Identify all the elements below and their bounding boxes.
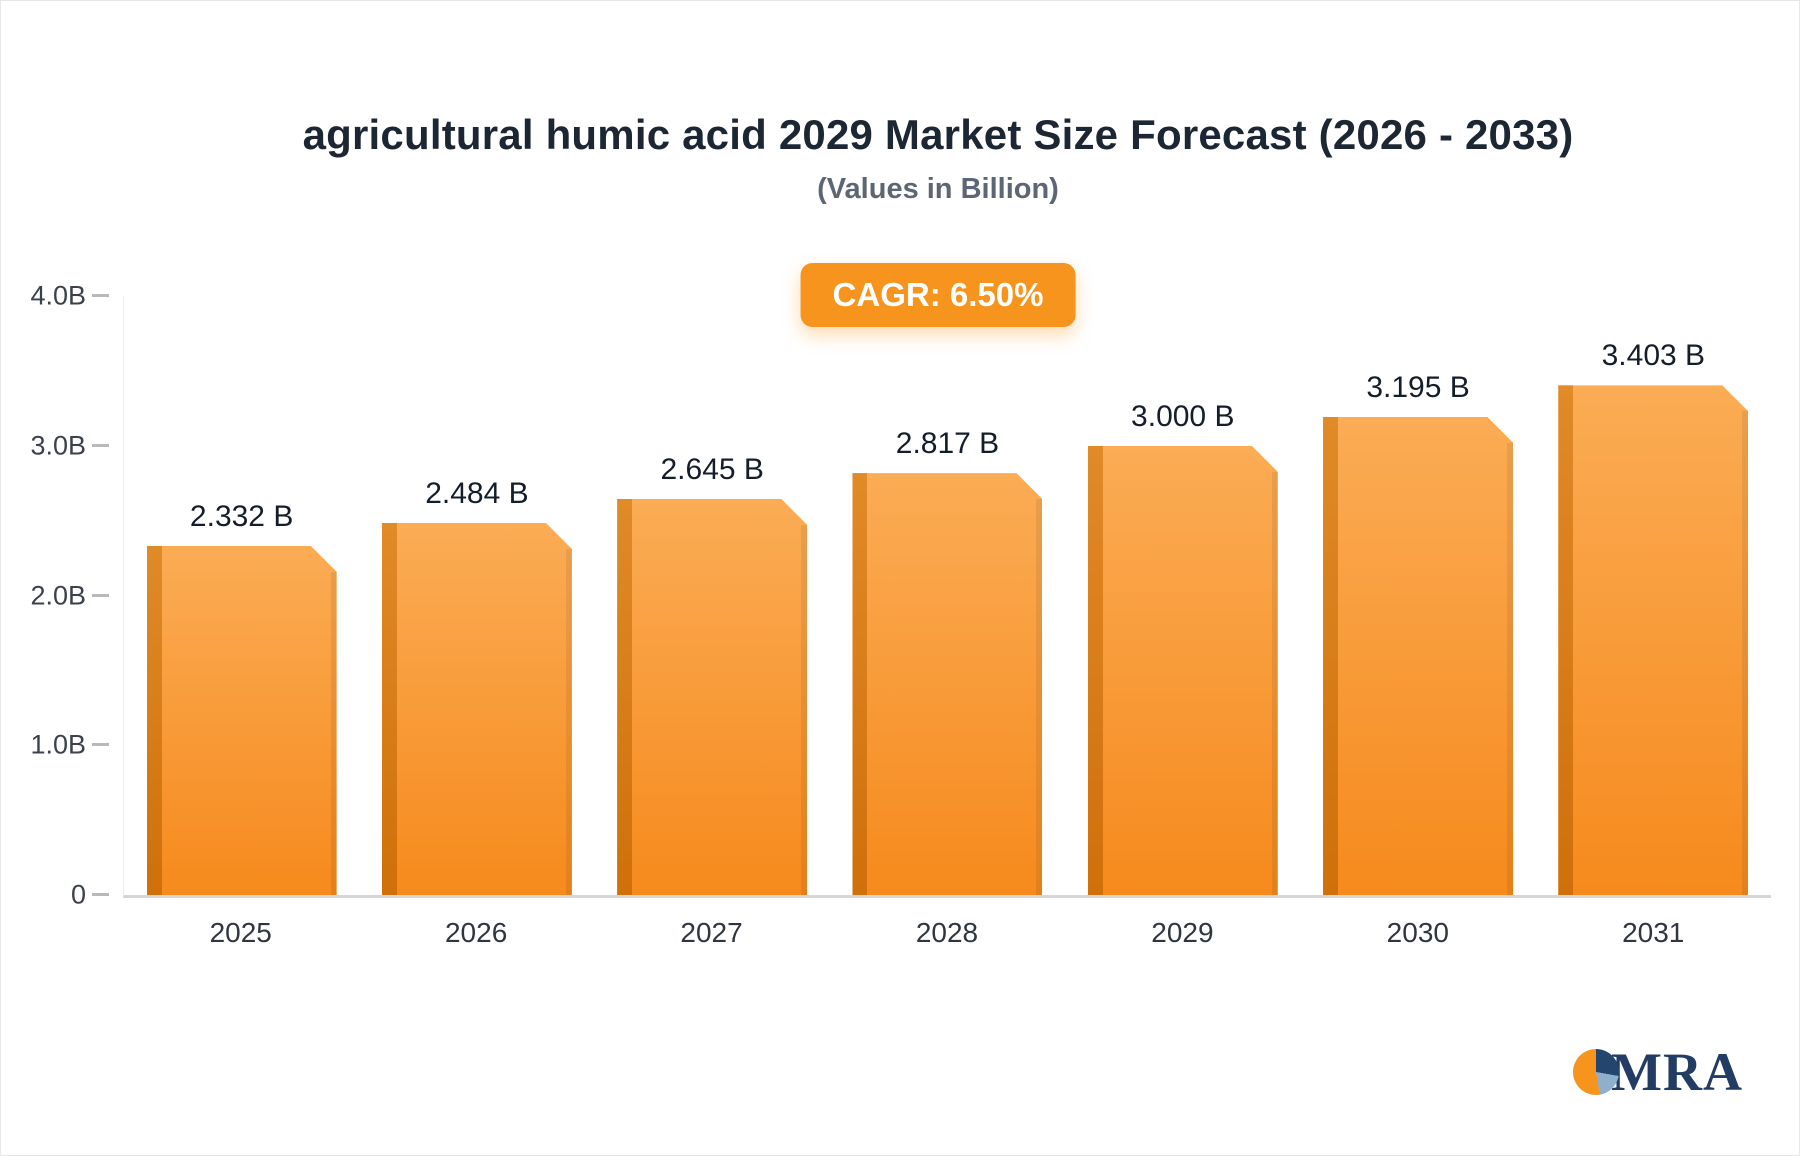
bar-slot: 3.000 B: [1065, 296, 1300, 895]
bar-value-label: 2.484 B: [425, 477, 529, 511]
bar: [1558, 385, 1748, 895]
bar: [147, 546, 337, 895]
bar: [852, 473, 1042, 895]
bar-slot: 3.403 B: [1536, 296, 1771, 895]
bar-value-label: 3.000 B: [1131, 399, 1235, 433]
y-axis-label: 2.0B: [30, 580, 86, 610]
y-axis-tick: [92, 593, 109, 597]
y-axis-tick: [92, 443, 109, 447]
y-axis-label: 0: [70, 879, 86, 910]
x-axis-label: 2031: [1622, 917, 1685, 948]
x-axis-label: 2025: [209, 917, 272, 948]
bar-slot: 2.645 B: [595, 296, 830, 895]
bar: [617, 499, 807, 895]
bar-value-label: 3.403 B: [1601, 339, 1706, 373]
y-axis-tick: [92, 743, 109, 747]
x-axis: 2025 2026 2027 2028 2029 2030 2031: [123, 917, 1771, 949]
mra-logo-text: MRA: [1611, 1042, 1743, 1102]
y-axis-tick: [92, 893, 109, 896]
mra-logo: MRA: [1573, 1045, 1743, 1099]
bar-slot: 2.817 B: [830, 296, 1065, 895]
x-axis-label: 2027: [680, 917, 743, 948]
chart-subtitle: (Values in Billion): [817, 173, 1059, 205]
x-axis-label: 2026: [444, 917, 508, 948]
bars: 2.332 B 2.484 B 2.645 B 2.817 B 3.000 B 3.195…: [124, 296, 1771, 895]
chart-title: agricultural humic acid 2029 Market Size…: [302, 111, 1574, 158]
cagr-badge: CAGR: 6.50%: [800, 263, 1076, 327]
bar-slot: 3.195 B: [1300, 296, 1535, 895]
bar: [1088, 446, 1278, 895]
bar-slot: 2.484 B: [359, 296, 594, 895]
mra-logo-pie-icon: [1573, 1049, 1620, 1095]
bar-value-label: 2.645 B: [660, 452, 764, 486]
y-axis-tick: [92, 294, 109, 297]
bar: [382, 523, 572, 895]
bar-value-label: 2.817 B: [895, 427, 1000, 461]
y-axis-label: 4.0B: [30, 280, 86, 311]
x-axis-label: 2028: [915, 917, 979, 948]
bar-value-label: 2.332 B: [189, 499, 294, 533]
bar-slot: 2.332 B: [124, 296, 359, 895]
y-axis-label: 3.0B: [30, 430, 86, 461]
bar-value-label: 3.195 B: [1366, 370, 1470, 404]
x-axis-label: 2030: [1386, 917, 1449, 948]
x-axis-label: 2029: [1151, 917, 1214, 948]
y-axis-label: 1.0B: [30, 729, 86, 760]
bar: [1323, 417, 1513, 895]
